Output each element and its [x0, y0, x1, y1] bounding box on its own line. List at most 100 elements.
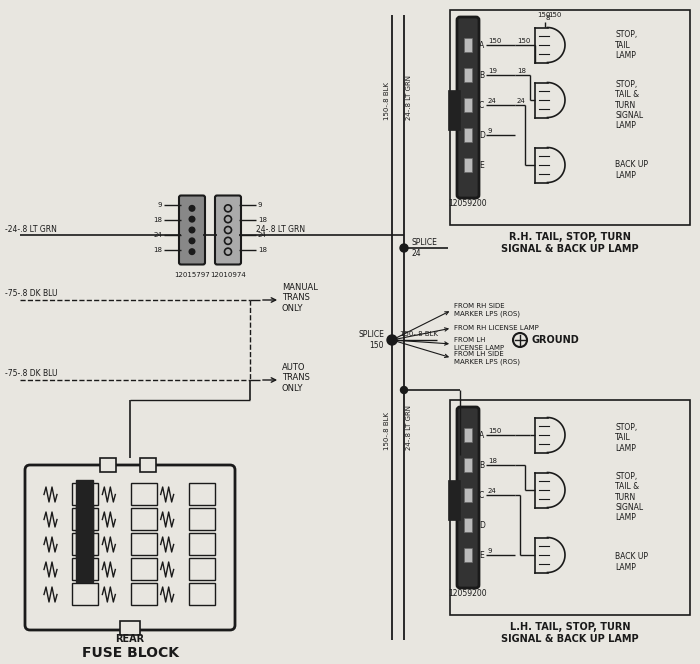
Text: MANUAL
TRANS
ONLY: MANUAL TRANS ONLY — [282, 283, 318, 313]
Text: FROM LH SIDE
MARKER LPS (ROS): FROM LH SIDE MARKER LPS (ROS) — [454, 351, 520, 365]
Text: STOP,
TAIL
LAMP: STOP, TAIL LAMP — [615, 30, 637, 60]
Text: A: A — [479, 430, 484, 440]
Circle shape — [189, 238, 195, 244]
Text: SPLICE
24: SPLICE 24 — [412, 238, 438, 258]
Bar — [464, 518, 472, 532]
Bar — [189, 583, 215, 605]
Text: 24-.8 LT GRN: 24-.8 LT GRN — [406, 405, 412, 450]
Text: -24-.8 LT GRN: -24-.8 LT GRN — [5, 224, 57, 234]
Circle shape — [189, 249, 195, 254]
Text: C: C — [479, 491, 484, 499]
Text: 24-.8 LT GRN: 24-.8 LT GRN — [406, 75, 412, 120]
Text: 12059200: 12059200 — [449, 199, 487, 207]
Text: D: D — [479, 131, 485, 139]
Text: B: B — [479, 70, 484, 80]
Text: C: C — [479, 100, 484, 110]
Text: 18: 18 — [517, 68, 526, 74]
Circle shape — [400, 244, 408, 252]
Circle shape — [387, 335, 397, 345]
Bar — [72, 583, 98, 605]
Text: 9: 9 — [488, 128, 493, 134]
Bar — [448, 90, 460, 130]
Text: REAR: REAR — [116, 634, 145, 644]
Bar — [130, 483, 157, 505]
Text: A: A — [479, 41, 484, 50]
Text: 150-.8 BLK: 150-.8 BLK — [400, 331, 438, 337]
Bar — [76, 530, 93, 582]
Text: 12015797: 12015797 — [174, 272, 210, 278]
Bar — [100, 458, 116, 472]
Text: FROM LH
LICENSE LAMP: FROM LH LICENSE LAMP — [454, 337, 504, 351]
Text: E: E — [479, 550, 484, 560]
Text: -75-.8 DK BLU: -75-.8 DK BLU — [5, 288, 57, 297]
Text: 150: 150 — [517, 38, 531, 44]
Text: L.H. TAIL, STOP, TURN: L.H. TAIL, STOP, TURN — [510, 622, 630, 632]
Text: STOP,
TAIL
LAMP: STOP, TAIL LAMP — [615, 423, 637, 453]
Bar — [130, 533, 157, 555]
Text: BACK UP
LAMP: BACK UP LAMP — [615, 552, 648, 572]
Text: 18: 18 — [258, 247, 267, 253]
Text: 19: 19 — [488, 68, 497, 74]
Bar — [140, 458, 156, 472]
Text: 12059200: 12059200 — [449, 588, 487, 598]
Text: STOP,
TAIL &
TURN
SIGNAL
LAMP: STOP, TAIL & TURN SIGNAL LAMP — [615, 80, 643, 130]
Bar — [464, 38, 472, 52]
Bar — [464, 158, 472, 172]
Bar — [189, 483, 215, 505]
FancyBboxPatch shape — [215, 195, 241, 264]
Text: 18: 18 — [153, 217, 162, 223]
Bar — [130, 558, 157, 580]
Text: STOP,
TAIL &
TURN
SIGNAL
LAMP: STOP, TAIL & TURN SIGNAL LAMP — [615, 471, 643, 523]
Text: 9: 9 — [258, 202, 262, 208]
Text: BACK UP
LAMP: BACK UP LAMP — [615, 160, 648, 180]
FancyBboxPatch shape — [457, 407, 479, 588]
Bar — [72, 508, 98, 530]
Bar — [76, 505, 93, 557]
Bar — [189, 558, 215, 580]
Text: 18: 18 — [153, 247, 162, 253]
Text: GROUND: GROUND — [532, 335, 580, 345]
Text: 24: 24 — [517, 98, 526, 104]
Bar — [72, 483, 98, 505]
Text: 150-.8 BLK: 150-.8 BLK — [384, 412, 390, 450]
Text: 9: 9 — [158, 202, 162, 208]
Bar — [464, 458, 472, 472]
Bar — [450, 10, 690, 225]
Bar — [130, 508, 157, 530]
Bar — [464, 488, 472, 502]
Text: D: D — [479, 521, 485, 529]
Circle shape — [189, 206, 195, 211]
Bar — [72, 558, 98, 580]
Bar — [464, 128, 472, 142]
Circle shape — [189, 216, 195, 222]
Text: FROM RH SIDE
MARKER LPS (ROS): FROM RH SIDE MARKER LPS (ROS) — [454, 303, 520, 317]
Bar — [72, 533, 98, 555]
Text: -75-.8 DK BLU: -75-.8 DK BLU — [5, 369, 57, 378]
Text: E: E — [479, 161, 484, 169]
Bar — [189, 533, 215, 555]
Bar — [450, 400, 690, 615]
Text: 18: 18 — [488, 458, 497, 464]
Bar — [464, 68, 472, 82]
Text: 24: 24 — [488, 98, 497, 104]
Text: 9: 9 — [488, 548, 493, 554]
Text: 24-.8 LT GRN: 24-.8 LT GRN — [256, 224, 305, 234]
Text: 150: 150 — [537, 12, 550, 18]
Text: 150: 150 — [488, 428, 501, 434]
Text: 24: 24 — [258, 232, 267, 238]
Text: B: B — [479, 461, 484, 469]
Text: 150-.8 BLK: 150-.8 BLK — [384, 82, 390, 120]
Text: 12010974: 12010974 — [210, 272, 246, 278]
Text: 150: 150 — [488, 38, 501, 44]
Text: 150: 150 — [548, 12, 561, 18]
Bar — [448, 480, 460, 520]
Bar — [464, 548, 472, 562]
Text: SPLICE
150: SPLICE 150 — [358, 330, 384, 350]
Bar — [189, 508, 215, 530]
Bar — [76, 480, 93, 532]
Text: 24: 24 — [153, 232, 162, 238]
Text: 24: 24 — [488, 488, 497, 494]
Circle shape — [189, 227, 195, 233]
Circle shape — [400, 386, 407, 394]
Text: FROM RH LICENSE LAMP: FROM RH LICENSE LAMP — [454, 325, 539, 331]
